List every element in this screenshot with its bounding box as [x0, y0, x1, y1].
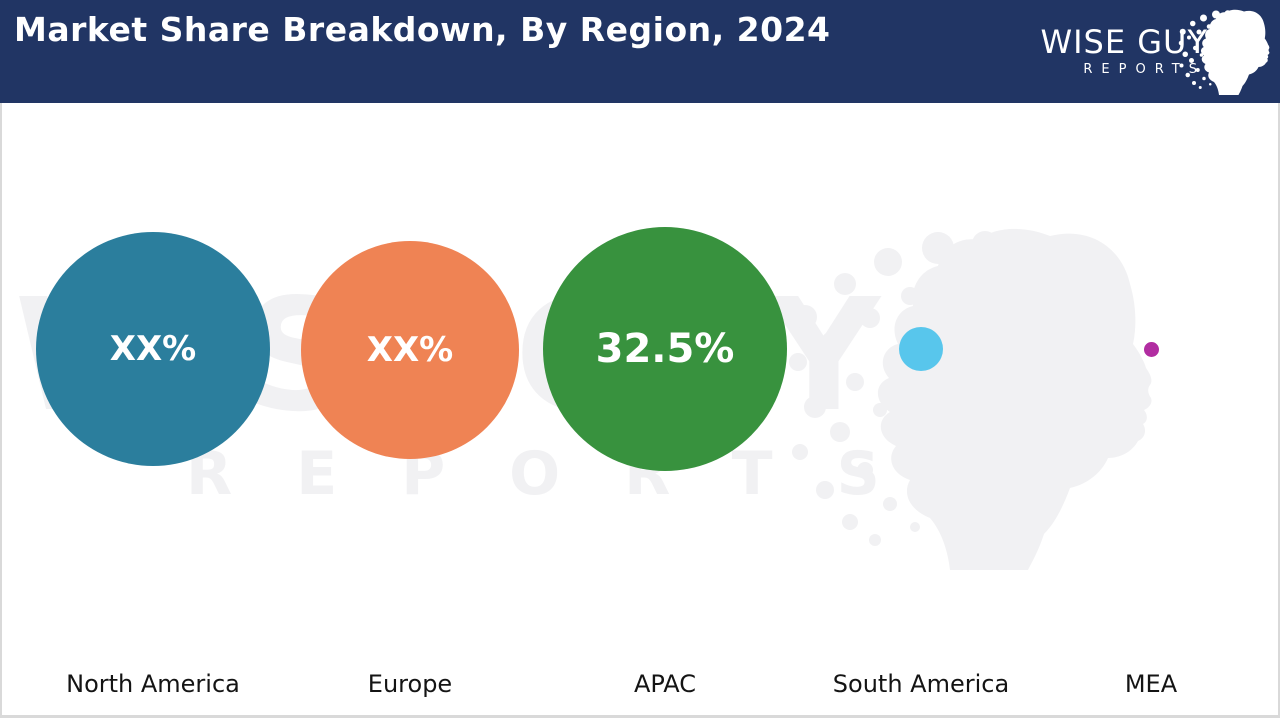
category-label-mea: MEA: [1124, 670, 1178, 698]
page-title: Market Share Breakdown, By Region, 2024: [14, 10, 831, 49]
bubble-europe: XX%: [301, 241, 519, 459]
bubble-value-label: XX%: [109, 329, 197, 369]
logo-text: WISE GUY REPORTS: [1040, 26, 1208, 77]
category-label-europe: Europe: [367, 670, 453, 698]
bubble-south-america: [899, 327, 943, 371]
wise-guy-reports-logo: WISE GUY REPORTS: [1040, 4, 1274, 99]
header-bar: Market Share Breakdown, By Region, 2024 …: [0, 0, 1280, 103]
category-label-south-america: South America: [832, 670, 1010, 698]
logo-subtitle: REPORTS: [1083, 61, 1206, 77]
chart-area-frame: [0, 103, 1280, 718]
category-label-north-america: North America: [66, 670, 240, 698]
bubble-value-label: 32.5%: [595, 326, 735, 372]
category-label-apac: APAC: [633, 670, 697, 698]
bubble-mea: [1144, 342, 1159, 357]
bubble-north-america: XX%: [36, 232, 270, 466]
bubble-apac: 32.5%: [543, 227, 787, 471]
logo-wordmark: WISE GUY: [1040, 23, 1208, 62]
bubble-value-label: XX%: [366, 330, 454, 370]
